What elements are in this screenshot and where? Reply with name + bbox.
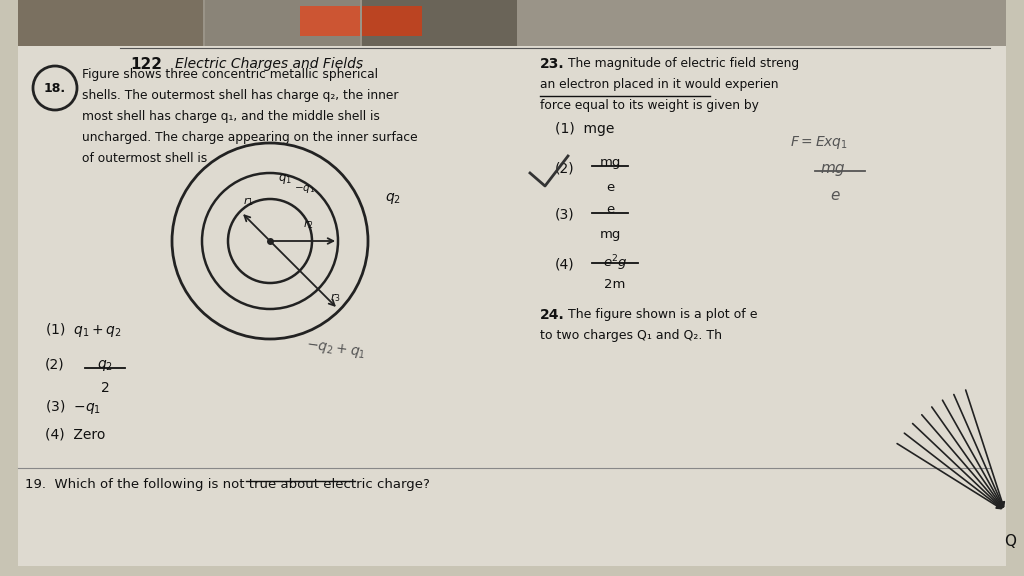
Text: 19.  Which of the following is not true about electric charge?: 19. Which of the following is not true a…: [25, 478, 430, 491]
Text: The magnitude of electric field streng: The magnitude of electric field streng: [568, 57, 799, 70]
Text: 18.: 18.: [44, 81, 67, 94]
Text: (1)  mge: (1) mge: [555, 122, 614, 136]
Text: 24.: 24.: [540, 308, 565, 322]
Text: $-q_1$: $-q_1$: [294, 183, 315, 195]
Text: mg: mg: [820, 161, 845, 176]
Text: (2): (2): [45, 358, 65, 372]
Text: 23.: 23.: [540, 57, 564, 71]
Text: Electric Charges and Fields: Electric Charges and Fields: [175, 57, 364, 71]
Text: $e^2g$: $e^2g$: [602, 253, 628, 272]
Text: (3): (3): [555, 208, 574, 222]
Text: 2: 2: [100, 381, 110, 395]
Bar: [362, 0, 517, 46]
Bar: [362, 6, 422, 36]
Text: $r_3$: $r_3$: [330, 291, 341, 304]
Text: $r_1$: $r_1$: [243, 195, 253, 208]
Text: most shell has charge q₁, and the middle shell is: most shell has charge q₁, and the middle…: [82, 110, 380, 123]
Text: Q: Q: [1004, 534, 1016, 549]
Text: e: e: [830, 188, 840, 203]
Bar: [18, 0, 1006, 46]
Text: of outermost shell is: of outermost shell is: [82, 152, 207, 165]
Text: e: e: [606, 181, 614, 194]
Text: $q_2$: $q_2$: [385, 191, 401, 206]
Text: (3)  $-q_1$: (3) $-q_1$: [45, 398, 101, 416]
Text: uncharged. The charge appearing on the inner surface: uncharged. The charge appearing on the i…: [82, 131, 418, 144]
Text: 2m: 2m: [604, 278, 626, 291]
Text: Figure shows three concentric metallic spherical: Figure shows three concentric metallic s…: [82, 68, 378, 81]
Text: (4): (4): [555, 258, 574, 272]
Text: mg: mg: [599, 228, 621, 241]
Text: The figure shown is a plot of e: The figure shown is a plot of e: [568, 308, 758, 321]
Text: to two charges Q₁ and Q₂. Th: to two charges Q₁ and Q₂. Th: [540, 329, 722, 342]
Text: mg: mg: [599, 156, 621, 169]
Text: e: e: [606, 203, 614, 216]
Bar: [300, 6, 360, 36]
Text: an electron placed in it would experien: an electron placed in it would experien: [540, 78, 778, 91]
Text: (1)  $q_1 + q_2$: (1) $q_1 + q_2$: [45, 321, 122, 339]
Bar: [18, 0, 203, 46]
Text: shells. The outermost shell has charge q₂, the inner: shells. The outermost shell has charge q…: [82, 89, 398, 102]
Text: 122: 122: [130, 57, 162, 72]
Text: $q_1$: $q_1$: [279, 172, 292, 186]
Text: force equal to its weight is given by: force equal to its weight is given by: [540, 99, 759, 112]
Text: (4)  Zero: (4) Zero: [45, 428, 105, 442]
Text: $r_2$: $r_2$: [303, 218, 313, 231]
Bar: [205, 0, 360, 46]
Text: $F=Exq_1$: $F=Exq_1$: [790, 134, 848, 151]
Text: $q_2$: $q_2$: [97, 358, 113, 373]
Text: $-q_2+q_1$: $-q_2+q_1$: [305, 337, 367, 361]
Text: (2): (2): [555, 161, 574, 175]
